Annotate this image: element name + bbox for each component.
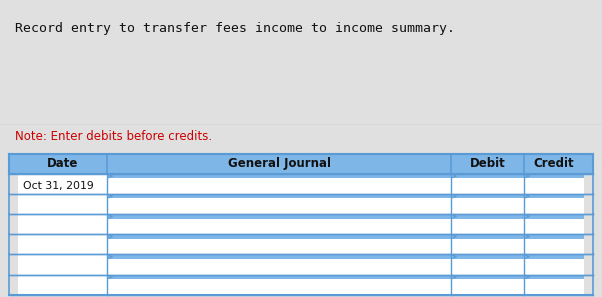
Bar: [451, 198, 524, 214]
Bar: [524, 259, 584, 275]
Bar: [18, 194, 107, 214]
Bar: [451, 279, 524, 295]
Bar: [18, 214, 107, 234]
Bar: [107, 194, 451, 198]
Bar: [107, 219, 451, 234]
Bar: [107, 259, 451, 275]
Text: Debit: Debit: [470, 157, 506, 170]
Bar: [451, 275, 524, 279]
Bar: [451, 234, 524, 239]
Bar: [524, 178, 584, 194]
Bar: [107, 239, 451, 255]
Bar: [18, 275, 107, 295]
Bar: [107, 275, 451, 279]
Bar: [524, 198, 584, 214]
Bar: [9, 154, 593, 174]
Bar: [451, 194, 524, 198]
Text: General Journal: General Journal: [228, 157, 330, 170]
Text: Date: Date: [47, 157, 78, 170]
Bar: [524, 279, 584, 295]
Bar: [107, 214, 451, 219]
Bar: [524, 255, 584, 259]
Bar: [451, 219, 524, 234]
Text: Record entry to transfer fees income to income summary.: Record entry to transfer fees income to …: [15, 23, 455, 35]
Bar: [107, 255, 451, 259]
Bar: [524, 194, 584, 198]
Bar: [524, 275, 584, 279]
Bar: [107, 279, 451, 295]
Text: Oct 31, 2019: Oct 31, 2019: [23, 181, 93, 191]
Bar: [107, 234, 451, 239]
Bar: [107, 198, 451, 214]
Bar: [107, 178, 451, 194]
Bar: [451, 174, 524, 178]
Bar: [524, 234, 584, 239]
Bar: [524, 174, 584, 178]
Text: Note: Enter debits before credits.: Note: Enter debits before credits.: [15, 130, 212, 143]
Bar: [451, 239, 524, 255]
Bar: [18, 174, 107, 194]
Bar: [524, 239, 584, 255]
Text: Credit: Credit: [534, 157, 574, 170]
Bar: [524, 214, 584, 219]
Bar: [451, 214, 524, 219]
Bar: [451, 178, 524, 194]
Bar: [451, 255, 524, 259]
Bar: [524, 219, 584, 234]
Bar: [451, 259, 524, 275]
Bar: [18, 234, 107, 255]
Bar: [18, 255, 107, 275]
Bar: [107, 174, 451, 178]
